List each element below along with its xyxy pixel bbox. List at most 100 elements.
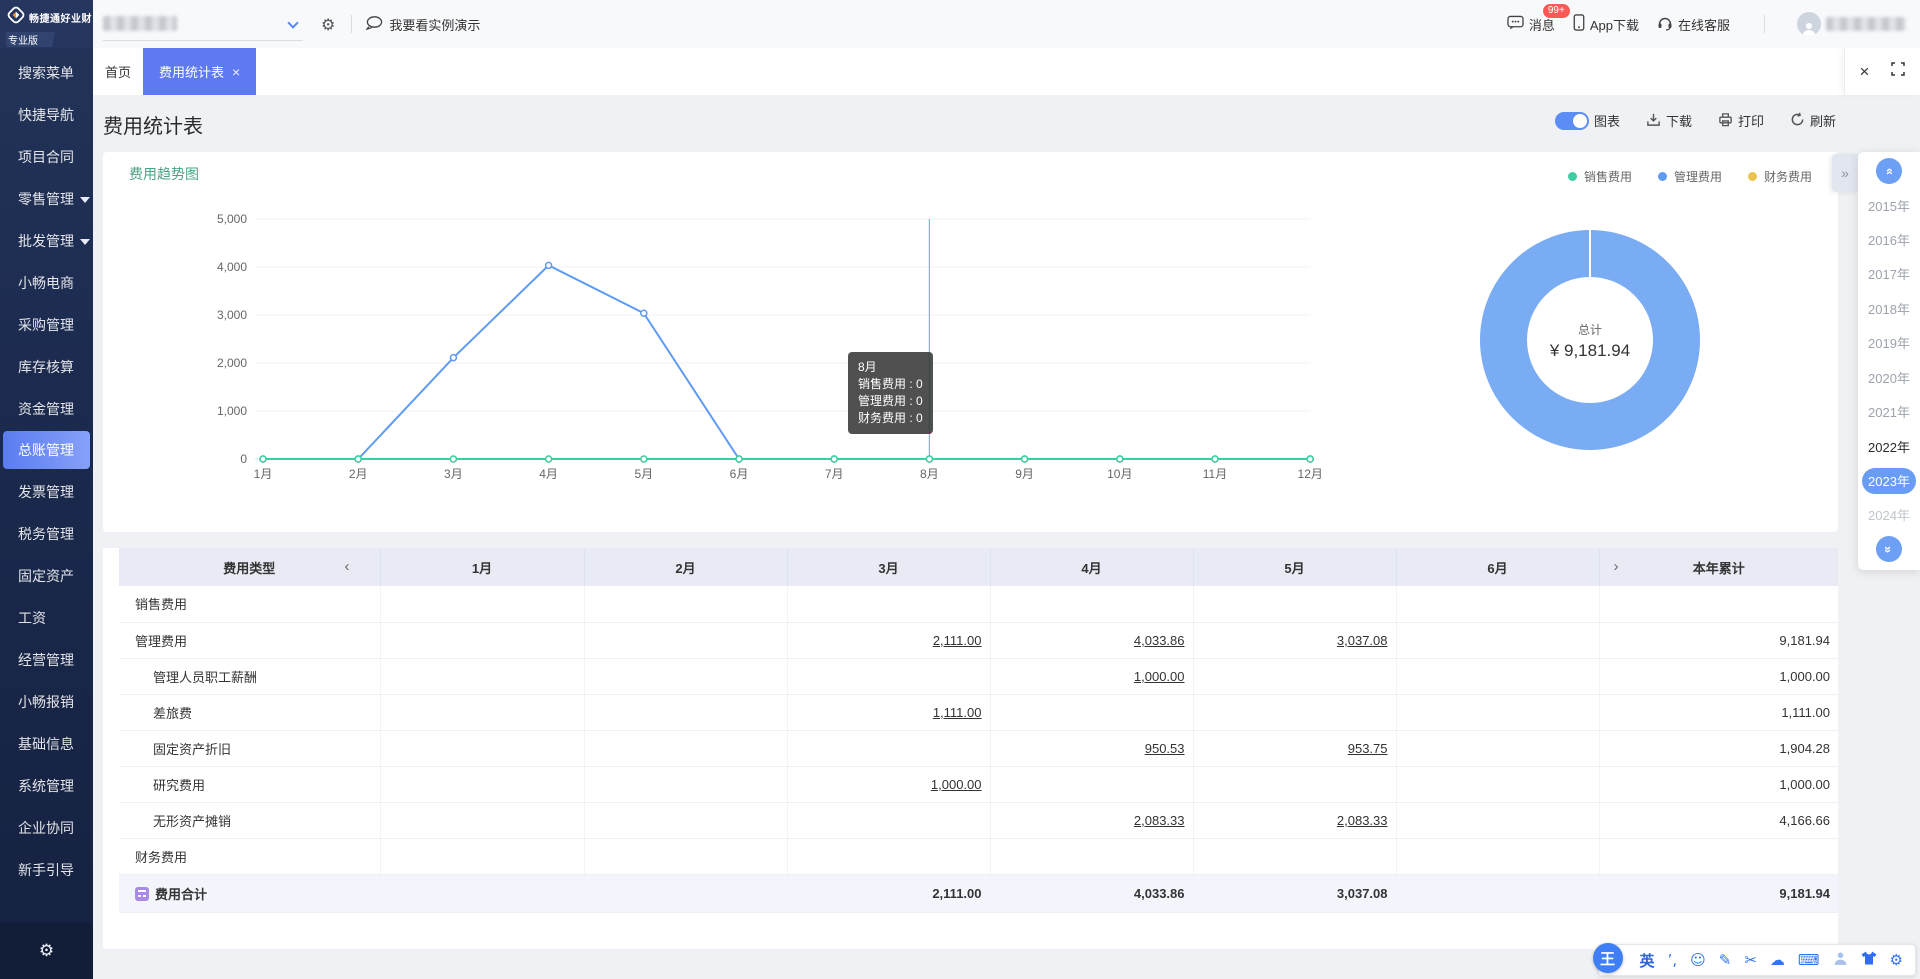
- fullscreen-icon[interactable]: [1891, 62, 1906, 81]
- ime-pencil-icon[interactable]: ✎: [1718, 951, 1732, 969]
- ime-logo-button[interactable]: 王: [1592, 943, 1623, 973]
- year-item-2016年[interactable]: 2016年: [1868, 232, 1910, 248]
- sidebar-item-总账管理[interactable]: 总账管理: [3, 431, 90, 470]
- settings-gear-icon[interactable]: ⚙: [38, 941, 55, 961]
- table-cell: 1,000.00: [990, 658, 1194, 695]
- user-account[interactable]: [1797, 12, 1906, 36]
- drill-down-link[interactable]: 1,000.00: [1133, 668, 1185, 684]
- print-button[interactable]: 打印: [1718, 111, 1764, 130]
- chart-toggle-switch[interactable]: [1554, 111, 1589, 130]
- drill-down-link[interactable]: 2,111.00: [932, 632, 982, 648]
- sidebar-item-采购管理[interactable]: 采购管理: [0, 306, 93, 344]
- sidebar-item-项目合同[interactable]: 项目合同: [0, 138, 93, 176]
- sidebar-item-零售管理[interactable]: 零售管理: [0, 180, 93, 218]
- table-cell: [1193, 766, 1397, 803]
- sidebar-item-基础信息[interactable]: 基础信息: [0, 725, 93, 763]
- x-tick-10月: 10月: [1107, 467, 1132, 481]
- legend-item-销售费用[interactable]: 销售费用: [1567, 168, 1632, 185]
- sidebar-item-新手引导[interactable]: 新手引导: [0, 851, 93, 889]
- sidebar-item-经营管理[interactable]: 经营管理: [0, 641, 93, 679]
- sidebar-item-搜索菜单[interactable]: 搜索菜单: [0, 54, 93, 92]
- drill-down-link[interactable]: 1,111.00: [932, 704, 982, 720]
- year-item-2020年[interactable]: 2020年: [1868, 370, 1910, 386]
- ime-cloud-icon[interactable]: ☁: [1769, 951, 1785, 969]
- ime-punct-icon[interactable]: ’,: [1667, 951, 1678, 969]
- drill-down-link[interactable]: 1,000.00: [930, 776, 982, 792]
- drill-down-link[interactable]: 2,083.33: [1133, 812, 1185, 828]
- sidebar-item-label: 快捷导航: [18, 106, 74, 123]
- sidebar-item-企业协同[interactable]: 企业协同: [0, 809, 93, 847]
- ime-scissors-icon[interactable]: ✂: [1744, 951, 1757, 969]
- year-item-2021年[interactable]: 2021年: [1868, 405, 1910, 421]
- sidebar-menu: 搜索菜单快捷导航项目合同零售管理批发管理小畅电商采购管理库存核算资金管理 总账管理…: [0, 54, 93, 889]
- x-tick-5月: 5月: [634, 467, 653, 481]
- legend-item-财务费用[interactable]: 财务费用: [1747, 168, 1812, 185]
- sidebar-item-固定资产[interactable]: 固定资产: [0, 557, 93, 595]
- brand-logo-icon: [6, 5, 26, 30]
- scroll-years-up-button[interactable]: »: [1876, 158, 1902, 184]
- ime-shirt-icon[interactable]: [1861, 951, 1877, 970]
- sidebar-item-小畅电商[interactable]: 小畅电商: [0, 264, 93, 302]
- ime-person-icon[interactable]: [1833, 951, 1848, 970]
- table-cell: [787, 730, 991, 767]
- year-item-2019年[interactable]: 2019年: [1868, 336, 1910, 352]
- scroll-months-right-icon[interactable]: ›: [1613, 558, 1619, 575]
- year-item-2015年[interactable]: 2015年: [1868, 198, 1910, 214]
- drill-down-link[interactable]: 950.53: [1144, 740, 1185, 756]
- tab-expense-report[interactable]: 费用统计表 ×: [143, 48, 257, 95]
- ime-language-toggle[interactable]: 英: [1639, 952, 1655, 970]
- year-item-2022年[interactable]: 2022年: [1868, 439, 1910, 455]
- row-label: 管理费用: [119, 622, 381, 659]
- support-button[interactable]: 在线客服: [1657, 15, 1730, 34]
- drill-down-link[interactable]: 3,037.08: [1336, 632, 1388, 648]
- legend-item-管理费用[interactable]: 管理费用: [1657, 168, 1722, 185]
- sidebar-item-工资[interactable]: 工资: [0, 599, 93, 637]
- year-item-2023年[interactable]: 2023年: [1862, 467, 1916, 494]
- drill-down-link[interactable]: 953.75: [1347, 740, 1388, 756]
- headset-icon: [1657, 15, 1673, 34]
- scroll-months-left-icon[interactable]: ‹: [344, 558, 350, 575]
- drill-down-link[interactable]: 4,033.86: [1133, 632, 1185, 648]
- column-header-2月: 2月: [584, 548, 788, 586]
- drill-down-link[interactable]: 2,083.33: [1336, 812, 1388, 828]
- messages-button[interactable]: 99+ 消息: [1507, 2, 1571, 34]
- tab-close-icon[interactable]: ×: [232, 63, 241, 80]
- x-tick-6月: 6月: [730, 467, 749, 481]
- sidebar-item-小畅报销[interactable]: 小畅报销: [0, 683, 93, 721]
- sidebar-item-发票管理[interactable]: 发票管理: [0, 473, 93, 511]
- ime-gear-icon[interactable]: ⚙: [1889, 951, 1903, 969]
- ime-smiley-icon[interactable]: ☺: [1690, 951, 1706, 969]
- download-button[interactable]: 下载: [1646, 111, 1692, 130]
- table-cell: 4,033.86: [990, 873, 1194, 913]
- sidebar-item-label: 税务管理: [18, 526, 74, 543]
- close-icon[interactable]: ×: [1859, 61, 1870, 81]
- table-cell: [380, 622, 585, 659]
- sidebar-item-税务管理[interactable]: 税务管理: [0, 515, 93, 553]
- tab-home[interactable]: 首页: [104, 65, 131, 80]
- dropdown-arrow-icon: [80, 196, 90, 203]
- org-selector[interactable]: [103, 7, 303, 41]
- sidebar-item-系统管理[interactable]: 系统管理: [0, 767, 93, 805]
- refresh-button[interactable]: 刷新: [1790, 111, 1836, 130]
- table-cell: [990, 766, 1194, 803]
- x-tick-3月: 3月: [444, 467, 463, 481]
- sidebar-item-快捷导航[interactable]: 快捷导航: [0, 96, 93, 134]
- app-download-button[interactable]: App下载: [1573, 14, 1639, 34]
- collapse-panel-handle[interactable]: »: [1832, 154, 1858, 192]
- sidebar-item-库存核算[interactable]: 库存核算: [0, 348, 93, 386]
- topbar-gear-icon[interactable]: ⚙: [321, 14, 336, 34]
- year-item-2017年[interactable]: 2017年: [1868, 267, 1910, 283]
- sidebar-item-批发管理[interactable]: 批发管理: [0, 222, 93, 260]
- trend-line-chart[interactable]: 0 1,000 2,000 3,000 4,000 5,000 1月 2月 3月 4月 5月 6月 7月…: [103, 152, 1838, 532]
- table-row-差旅费: 差旅费 1,111.00 1,111.00: [119, 694, 1838, 731]
- ime-keyboard-icon[interactable]: ⌨: [1797, 951, 1820, 969]
- scroll-years-down-button[interactable]: »: [1876, 536, 1902, 562]
- table-cell: [787, 586, 991, 623]
- sidebar-item-资金管理[interactable]: 资金管理: [0, 390, 93, 428]
- table-cell: [380, 658, 585, 695]
- year-item-2018年[interactable]: 2018年: [1868, 301, 1910, 317]
- year-item-2024年[interactable]: 2024年: [1868, 508, 1910, 524]
- chart-toggle-label: 图表: [1593, 114, 1620, 129]
- dropdown-arrow-icon: [80, 238, 90, 245]
- demo-link[interactable]: 我要看实例演示: [365, 15, 480, 34]
